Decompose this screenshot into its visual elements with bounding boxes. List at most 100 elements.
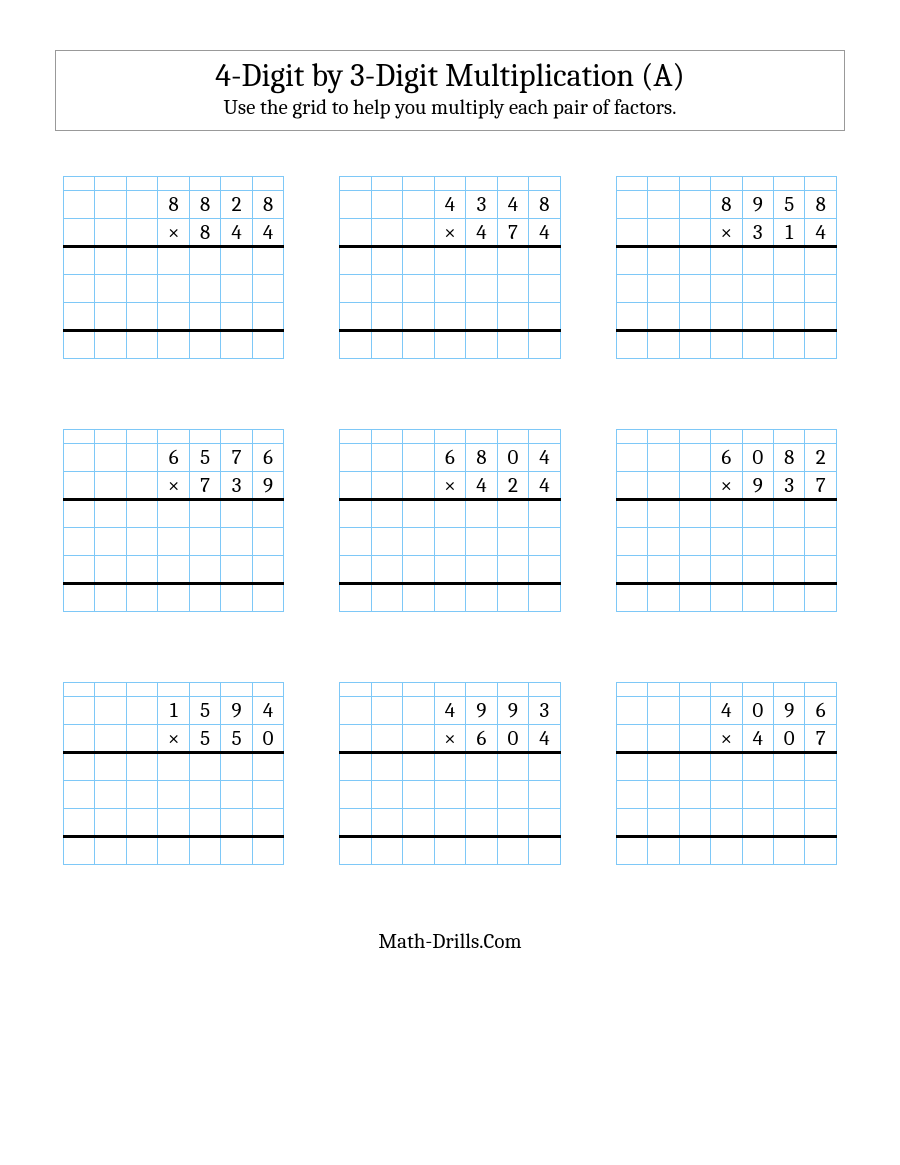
grid-cell [679, 303, 710, 331]
grid-cell [158, 275, 189, 303]
grid-cell: 3 [466, 191, 497, 219]
grid-cell: 6 [805, 697, 837, 725]
grid-cell [340, 584, 371, 612]
grid-cell [774, 528, 805, 556]
grid-cell [371, 275, 402, 303]
grid-cell [221, 528, 252, 556]
grid-cell [252, 331, 284, 359]
grid-cell [711, 809, 742, 837]
grid-cell [711, 275, 742, 303]
grid-cell [371, 753, 402, 781]
problem: 4096×407 [616, 682, 837, 865]
grid-cell [466, 837, 497, 865]
grid-cell [340, 303, 371, 331]
worksheet-page: 4-Digit by 3-Digit Multiplication (A) Us… [0, 0, 900, 984]
grid-cell [126, 275, 157, 303]
grid-cell [221, 430, 252, 444]
grid-cell [711, 303, 742, 331]
grid-cell [403, 697, 434, 725]
grid-cell: 7 [189, 472, 220, 500]
grid-cell [466, 528, 497, 556]
grid-cell [95, 725, 126, 753]
grid-cell [434, 275, 465, 303]
grid-cell [648, 191, 679, 219]
grid-cell [497, 430, 528, 444]
grid-cell [679, 725, 710, 753]
grid-cell [189, 303, 220, 331]
grid-cell [126, 584, 157, 612]
grid-cell [340, 809, 371, 837]
grid-cell [126, 528, 157, 556]
grid-cell [616, 444, 647, 472]
grid-cell [466, 584, 497, 612]
problem: 4993×604 [339, 682, 560, 865]
grid-cell [340, 444, 371, 472]
grid-cell: 4 [742, 725, 773, 753]
grid-cell: 6 [711, 444, 742, 472]
rule-line [63, 498, 284, 501]
grid-cell [126, 177, 157, 191]
grid-cell [340, 177, 371, 191]
grid-cell: 8 [711, 191, 742, 219]
grid-cell [711, 683, 742, 697]
grid-cell [434, 683, 465, 697]
rule-line [339, 582, 560, 585]
grid-cell [64, 303, 95, 331]
grid-cell [126, 781, 157, 809]
grid-cell [221, 500, 252, 528]
grid-cell [805, 556, 837, 584]
grid-cell [742, 753, 773, 781]
grid-cell: 0 [742, 444, 773, 472]
grid-cell [529, 753, 561, 781]
grid-cell [679, 781, 710, 809]
grid-cell [252, 683, 284, 697]
grid-cell [711, 837, 742, 865]
rule-line [63, 582, 284, 585]
grid-cell [805, 753, 837, 781]
grid-cell [616, 753, 647, 781]
grid-cell [434, 500, 465, 528]
grid-cell [371, 247, 402, 275]
grid-cell [805, 430, 837, 444]
grid-cell [126, 837, 157, 865]
grid-cell [371, 444, 402, 472]
grid-cell [95, 500, 126, 528]
grid-cell [403, 275, 434, 303]
grid-cell: 4 [529, 219, 561, 247]
grid-cell: 4 [529, 472, 561, 500]
grid-cell [679, 191, 710, 219]
grid-cell [252, 275, 284, 303]
grid-cell: 3 [774, 472, 805, 500]
grid-cell: 6 [158, 444, 189, 472]
grid-cell: 4 [434, 191, 465, 219]
rule-line [339, 835, 560, 838]
grid-cell [221, 556, 252, 584]
grid-cell [64, 683, 95, 697]
grid-cell [529, 584, 561, 612]
grid-cell [679, 219, 710, 247]
grid-cell [497, 683, 528, 697]
grid-cell: 9 [466, 697, 497, 725]
grid-cell [679, 177, 710, 191]
grid-cell [648, 444, 679, 472]
grid-cell [774, 331, 805, 359]
grid-cell [434, 177, 465, 191]
grid-cell: 9 [742, 191, 773, 219]
grid-cell: 5 [189, 444, 220, 472]
grid-cell [252, 177, 284, 191]
grid-cell: 8 [529, 191, 561, 219]
grid-cell [742, 303, 773, 331]
grid-cell: 2 [221, 191, 252, 219]
grid-cell [64, 528, 95, 556]
grid-cell [648, 809, 679, 837]
grid-cell [252, 753, 284, 781]
grid-cell [529, 303, 561, 331]
grid-cell [711, 430, 742, 444]
grid-cell [529, 331, 561, 359]
grid-cell: 5 [221, 725, 252, 753]
grid-cell [466, 556, 497, 584]
grid-cell: 8 [252, 191, 284, 219]
grid-cell [64, 472, 95, 500]
grid-cell [371, 837, 402, 865]
rule-line [616, 582, 837, 585]
